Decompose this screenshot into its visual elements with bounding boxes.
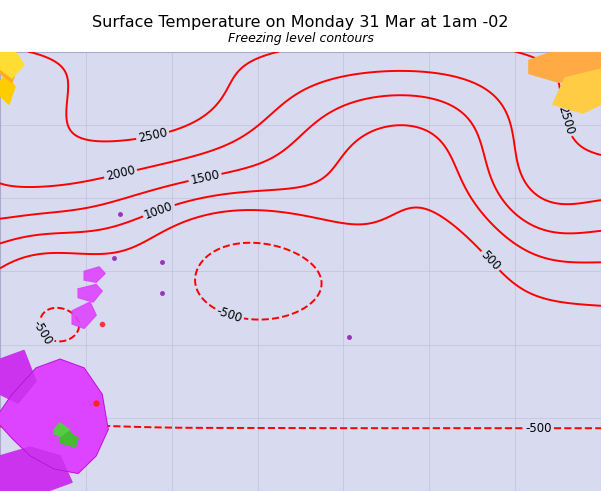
Text: 2500: 2500 xyxy=(137,127,169,145)
Polygon shape xyxy=(0,351,36,403)
Text: -500: -500 xyxy=(525,422,552,435)
Text: -500: -500 xyxy=(215,304,244,325)
Text: -500: -500 xyxy=(30,318,55,347)
Polygon shape xyxy=(54,423,69,438)
Polygon shape xyxy=(553,69,601,113)
Polygon shape xyxy=(529,52,601,82)
Polygon shape xyxy=(84,267,105,282)
Text: Surface Temperature on Monday 31 Mar at 1am -02: Surface Temperature on Monday 31 Mar at … xyxy=(92,15,509,30)
Polygon shape xyxy=(0,359,108,473)
Polygon shape xyxy=(0,74,15,104)
Text: 2500: 2500 xyxy=(555,105,576,136)
Text: 500: 500 xyxy=(478,248,503,273)
Polygon shape xyxy=(0,52,18,82)
Text: 2000: 2000 xyxy=(105,164,136,184)
Polygon shape xyxy=(78,284,102,302)
Text: 1000: 1000 xyxy=(142,199,175,221)
Polygon shape xyxy=(72,302,96,328)
Text: 1500: 1500 xyxy=(189,168,221,187)
Text: Freezing level contours: Freezing level contours xyxy=(228,32,373,45)
Polygon shape xyxy=(0,52,24,78)
Polygon shape xyxy=(0,447,72,491)
Polygon shape xyxy=(60,432,78,447)
